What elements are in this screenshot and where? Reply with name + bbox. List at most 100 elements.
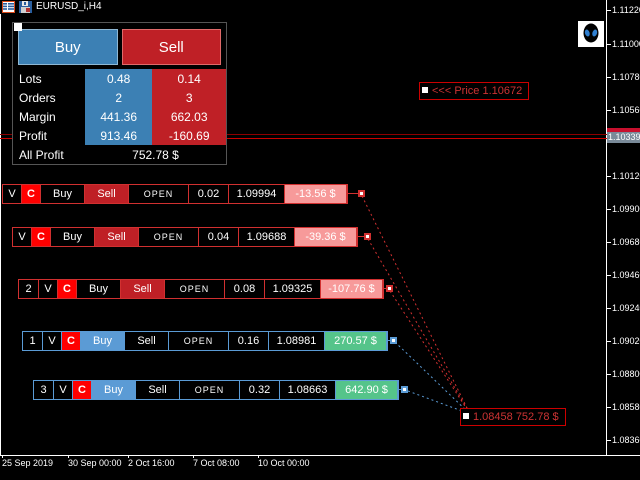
row-buy-value[interactable]: 441.36 <box>85 107 153 126</box>
x-axis-tick: 30 Sep 00:00 <box>68 455 122 468</box>
order-sell-button[interactable]: Sell <box>85 185 129 203</box>
y-axis-tick: 1.11000 <box>607 40 640 49</box>
order-row[interactable]: 2 V C Buy Sell OPEN 0.08 1.09325 -107.76… <box>18 279 384 299</box>
row-sell-value[interactable]: 0.14 <box>152 69 226 88</box>
x-axis-tick: 2 Oct 16:00 <box>128 455 175 468</box>
target-marker-text: 1.08458 752.78 $ <box>473 411 559 423</box>
chart-axis-left <box>0 0 1 455</box>
panel-drag-handle[interactable] <box>14 23 22 31</box>
order-price: 1.09688 <box>239 228 295 246</box>
row-label: Profit <box>19 128 48 143</box>
row-label: Orders <box>19 90 56 105</box>
panel-sell-button[interactable]: Sell <box>121 29 221 65</box>
order-state: OPEN <box>129 185 189 203</box>
target-marker-label[interactable]: 1.08458 752.78 $ <box>460 408 566 426</box>
table-icon[interactable] <box>2 1 15 13</box>
order-node[interactable] <box>386 285 393 292</box>
table-row: Profit 913.46 -160.69 <box>13 126 226 145</box>
y-axis-tick: 1.11220 <box>607 6 640 15</box>
y-axis-tick: 1.10780 <box>607 73 640 82</box>
order-node[interactable] <box>401 386 408 393</box>
y-axis-tick: 1.09900 <box>607 205 640 214</box>
order-buy-button[interactable]: Buy <box>51 228 95 246</box>
order-index: 1 <box>23 332 43 350</box>
order-row[interactable]: V C Buy Sell OPEN 0.02 1.09994 -13.56 $ <box>2 184 348 204</box>
x-axis-tick: 25 Sep 2019 <box>2 455 54 468</box>
order-view-button[interactable]: V <box>13 228 32 246</box>
panel-summary-table: Lots 0.48 0.14 Orders 2 3 Margin 441.36 … <box>13 69 226 164</box>
order-profit: -13.56 $ <box>285 185 347 203</box>
order-lots: 0.08 <box>225 280 265 298</box>
panel-action-buttons: Buy Sell <box>13 23 226 69</box>
price-tag-highlight <box>607 128 640 132</box>
order-view-button[interactable]: V <box>43 332 62 350</box>
order-row[interactable]: 3 V C Buy Sell OPEN 0.32 1.08663 642.90 … <box>33 380 399 400</box>
order-profit: -107.76 $ <box>321 280 383 298</box>
table-row: Orders 2 3 <box>13 88 226 107</box>
order-close-button[interactable]: C <box>32 228 51 246</box>
order-sell-button[interactable]: Sell <box>121 280 165 298</box>
price-marker-text: <<< Price 1.10672 <box>432 85 523 97</box>
order-sell-button[interactable]: Sell <box>125 332 169 350</box>
order-lots: 0.02 <box>189 185 229 203</box>
row-label: Margin <box>19 109 56 124</box>
chart-axis-vertical <box>606 0 607 455</box>
order-profit: 642.90 $ <box>336 381 398 399</box>
order-buy-button[interactable]: Buy <box>92 381 136 399</box>
x-axis-tick: 10 Oct 00:00 <box>258 455 310 468</box>
row-buy-value[interactable]: 2 <box>85 88 153 107</box>
order-state: OPEN <box>139 228 199 246</box>
order-index: 3 <box>34 381 54 399</box>
order-state: OPEN <box>165 280 225 298</box>
current-price-tag: 1.10339 <box>607 132 640 143</box>
window-titlebar: EURUSD_i,H4 <box>0 0 300 14</box>
order-close-button[interactable]: C <box>62 332 81 350</box>
order-close-button[interactable]: C <box>58 280 77 298</box>
all-profit-value: 752.78 $ <box>132 147 179 162</box>
row-buy-value[interactable]: 0.48 <box>85 69 153 88</box>
order-node[interactable] <box>390 337 397 344</box>
trade-panel: Buy Sell Lots 0.48 0.14 Orders 2 3 Margi… <box>12 22 227 165</box>
save-icon[interactable] <box>19 1 32 13</box>
order-view-button[interactable]: V <box>3 185 22 203</box>
order-row[interactable]: V C Buy Sell OPEN 0.04 1.09688 -39.36 $ <box>12 227 358 247</box>
y-axis-tick: 1.10560 <box>607 106 640 115</box>
order-state: OPEN <box>180 381 240 399</box>
y-axis-tick: 1.09240 <box>607 304 640 313</box>
order-node[interactable] <box>364 233 371 240</box>
order-row[interactable]: 1 V C Buy Sell OPEN 0.16 1.08981 270.57 … <box>22 331 388 351</box>
order-price: 1.08663 <box>280 381 336 399</box>
y-axis-tick: 1.09460 <box>607 271 640 280</box>
row-sell-value[interactable]: 662.03 <box>152 107 226 126</box>
order-buy-button[interactable]: Buy <box>81 332 125 350</box>
alien-head-icon[interactable] <box>578 21 604 47</box>
order-price: 1.09325 <box>265 280 321 298</box>
order-close-button[interactable]: C <box>22 185 41 203</box>
x-axis-tick: 7 Oct 08:00 <box>193 455 240 468</box>
order-price: 1.08981 <box>269 332 325 350</box>
table-row: Margin 441.36 662.03 <box>13 107 226 126</box>
order-state: OPEN <box>169 332 229 350</box>
order-price: 1.09994 <box>229 185 285 203</box>
order-buy-button[interactable]: Buy <box>41 185 85 203</box>
order-sell-button[interactable]: Sell <box>136 381 180 399</box>
bid-price-line <box>0 138 607 139</box>
y-axis-tick: 1.08360 <box>607 436 640 445</box>
order-close-button[interactable]: C <box>73 381 92 399</box>
order-buy-button[interactable]: Buy <box>77 280 121 298</box>
row-buy-value[interactable]: 913.46 <box>85 126 153 145</box>
ask-price-line <box>0 134 607 135</box>
order-sell-button[interactable]: Sell <box>95 228 139 246</box>
order-lots: 0.32 <box>240 381 280 399</box>
order-view-button[interactable]: V <box>39 280 58 298</box>
order-view-button[interactable]: V <box>54 381 73 399</box>
table-row-all-profit: All Profit 752.78 $ <box>13 145 226 164</box>
price-marker-label[interactable]: <<< Price 1.10672 <box>419 82 530 100</box>
row-sell-value[interactable]: -160.69 <box>152 126 226 145</box>
order-node[interactable] <box>358 190 365 197</box>
panel-buy-button[interactable]: Buy <box>18 29 118 65</box>
row-sell-value[interactable]: 3 <box>152 88 226 107</box>
order-lots: 0.16 <box>229 332 269 350</box>
order-profit: 270.57 $ <box>325 332 387 350</box>
